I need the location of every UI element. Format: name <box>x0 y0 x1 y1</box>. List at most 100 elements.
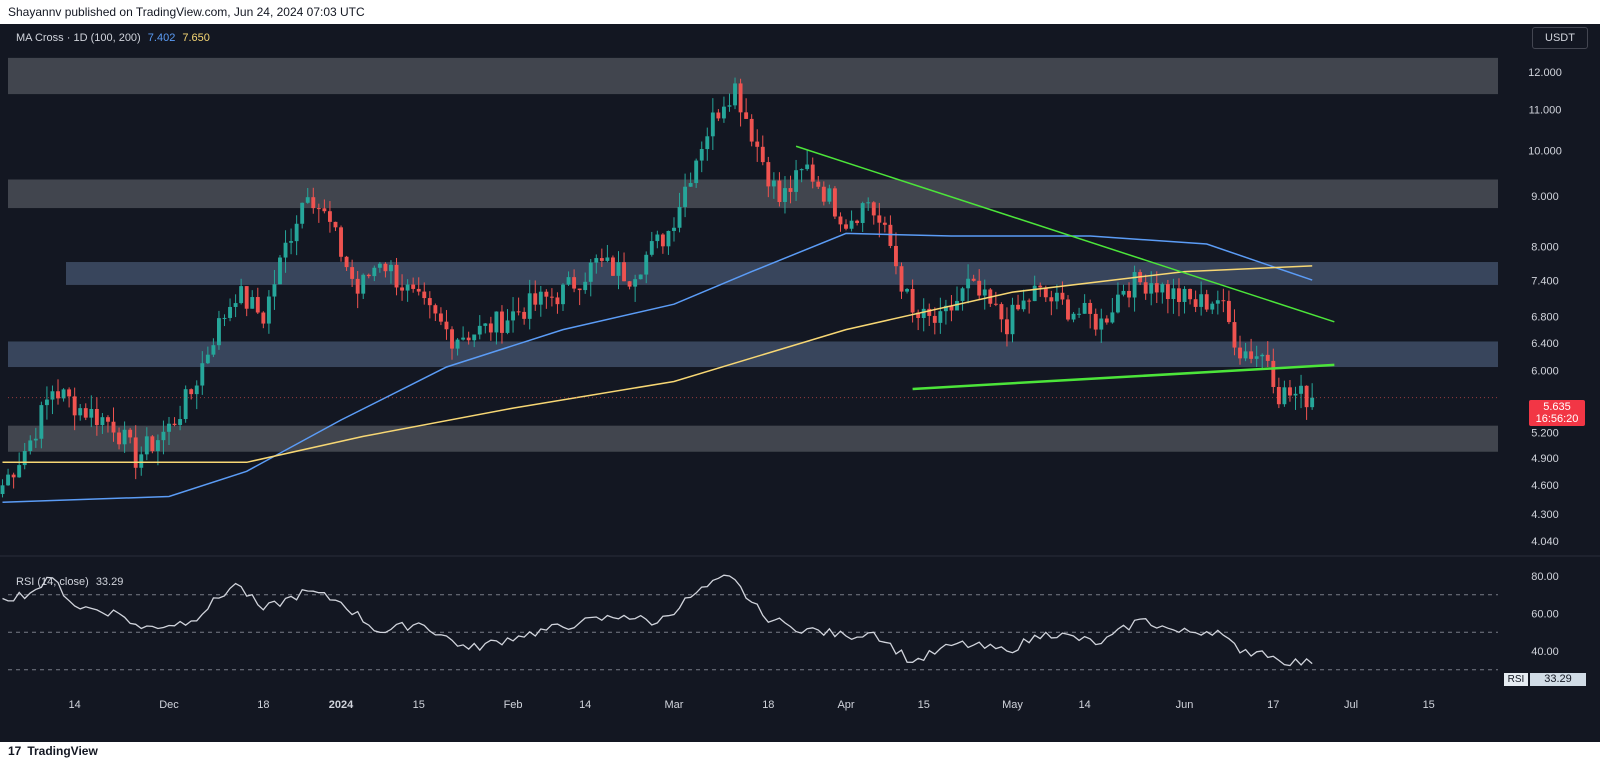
candle-body <box>67 389 72 397</box>
time-tick-label: May <box>1002 699 1023 711</box>
candle-body <box>89 408 94 418</box>
ma200-line <box>2 265 1313 464</box>
candle-body <box>189 389 194 395</box>
candle-body <box>22 450 27 466</box>
candle-body <box>894 245 898 267</box>
candle-body <box>627 281 632 287</box>
candle-body <box>128 429 133 438</box>
candle-body <box>766 162 771 187</box>
candle-body <box>1199 294 1204 307</box>
candle-body <box>477 325 482 335</box>
rsi-tag-label: RSI <box>1504 673 1528 686</box>
candle-body <box>1304 385 1309 408</box>
candle-body <box>361 274 366 294</box>
last-price: 5.635 <box>1543 401 1571 413</box>
candle-body <box>810 164 815 182</box>
candle-body <box>1082 302 1087 314</box>
candle-body <box>311 197 316 209</box>
candle-body <box>533 293 538 305</box>
candle-body <box>194 385 199 395</box>
rsi-legend-value: 33.29 <box>95 576 124 588</box>
candle-body <box>161 431 166 441</box>
candle-countdown: 16:56:20 <box>1535 413 1579 425</box>
candle-body <box>1038 285 1043 288</box>
candle-body <box>94 408 99 426</box>
candle-body <box>488 323 493 333</box>
candle-body <box>977 280 982 296</box>
candle-body <box>1115 294 1120 313</box>
candle-body <box>622 262 626 282</box>
candle-body <box>294 223 299 242</box>
candles-group <box>0 77 1315 498</box>
price-tick-label: 12.000 <box>1528 67 1562 79</box>
candle-body <box>1132 272 1137 298</box>
price-tick-label: 4.900 <box>1531 453 1559 465</box>
tradingview-logo[interactable]: 17 TradingView <box>8 744 98 758</box>
indicator-name: MA Cross · 1D (100, 200) <box>16 32 141 44</box>
publish-header: Shayannv published on TradingView.com, J… <box>0 0 1600 24</box>
candle-body <box>1310 397 1315 408</box>
candle-body <box>677 206 682 228</box>
candle-body <box>572 277 577 289</box>
candle-body <box>289 241 294 243</box>
candle-body <box>577 288 582 291</box>
ma200-value: 7.650 <box>182 32 210 44</box>
candle-body <box>1260 354 1265 357</box>
candle-body <box>117 432 121 445</box>
candle-body <box>472 334 477 341</box>
candle-body <box>83 408 88 418</box>
candle-body <box>805 164 810 170</box>
candle-body <box>122 429 127 445</box>
candle-body <box>755 141 760 147</box>
candle-body <box>1149 283 1154 294</box>
trendline-0 <box>795 145 1335 323</box>
time-tick-label: 14 <box>69 699 81 711</box>
candle-body <box>1215 300 1220 304</box>
candle-body <box>11 474 16 478</box>
currency-button[interactable]: USDT <box>1532 27 1588 49</box>
candle-body <box>483 323 488 326</box>
candle-body <box>450 329 454 349</box>
candle-body <box>999 304 1004 320</box>
candle-body <box>1249 351 1254 359</box>
candle-body <box>599 258 604 261</box>
candle-body <box>17 465 22 478</box>
candle-body <box>422 291 427 299</box>
candle-body <box>6 474 11 486</box>
candle-body <box>538 291 543 305</box>
time-tick-label: Mar <box>665 699 684 711</box>
candle-body <box>272 284 277 297</box>
candle-body <box>333 221 338 228</box>
candle-body <box>106 417 110 422</box>
candle-body <box>39 405 44 439</box>
candle-body <box>1054 292 1059 302</box>
indicator-legend[interactable]: MA Cross · 1D (100, 200) 7.402 7.650 <box>16 32 210 44</box>
time-tick-label: 18 <box>762 699 774 711</box>
candle-body <box>733 83 737 106</box>
candle-body <box>1077 313 1082 315</box>
candle-body <box>339 227 343 257</box>
rsi-legend[interactable]: RSI (14, close) 33.29 <box>16 576 123 588</box>
candle-body <box>1066 299 1070 320</box>
candle-body <box>583 281 588 291</box>
candle-body <box>433 305 438 314</box>
time-tick-label: 15 <box>413 699 425 711</box>
candle-body <box>882 222 887 225</box>
candle-body <box>1088 302 1093 314</box>
candle-body <box>821 186 826 202</box>
candle-body <box>33 438 38 441</box>
candle-body <box>799 169 804 171</box>
chart-area[interactable]: 12.000 11.000 10.000 9.000 8.000 7.400 6.800 6.… <box>0 24 1600 742</box>
candle-body <box>705 136 710 150</box>
candle-body <box>1265 354 1270 361</box>
price-tick-label: 9.000 <box>1531 191 1559 203</box>
price-chart-svg[interactable]: 12.000 11.000 10.000 9.000 8.000 7.400 6.800 6.… <box>0 24 1600 742</box>
candle-body <box>611 257 615 276</box>
price-tick-label: 5.200 <box>1531 427 1559 439</box>
rsi-tick-label: 60.00 <box>1531 609 1559 621</box>
candle-body <box>1165 284 1170 300</box>
time-tick-label: Feb <box>504 699 523 711</box>
price-tick-label: 4.300 <box>1531 509 1559 521</box>
candle-body <box>1104 318 1109 323</box>
candle-body <box>727 105 732 107</box>
